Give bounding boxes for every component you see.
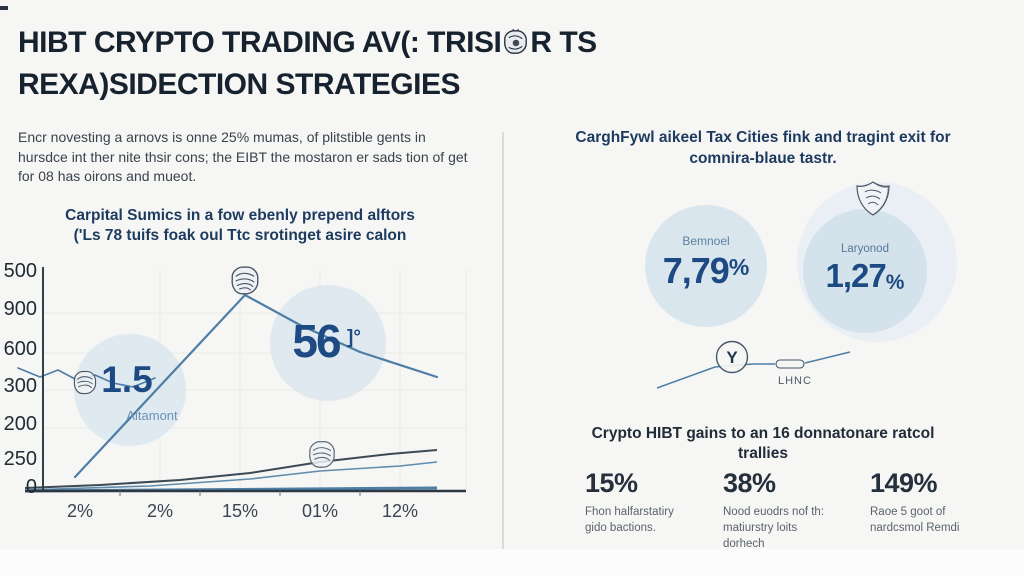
stats-section-heading: Crypto HIBT gains to an 16 donnatonare r… — [540, 424, 986, 464]
line-chart: 500 900 600 300 200 250 0 2% 2% 15% 01% … — [4, 260, 467, 521]
bubble-altamont — [74, 334, 186, 446]
x-tick-0: 2% — [67, 501, 93, 521]
kpi-value: 1,27% — [826, 257, 905, 295]
diagram-line — [656, 363, 775, 389]
kpi-label: Laryonod — [841, 243, 889, 255]
y-tick-2: 600 — [4, 338, 37, 360]
y-tick-6: 0 — [26, 476, 37, 498]
annotation-value-56: 56 — [292, 315, 340, 367]
stats-heading-line2: trallies — [738, 445, 788, 463]
stat-caption: Fhon halfarstatiry gido bactions. — [585, 504, 717, 536]
y-tick-0: 500 — [4, 260, 37, 282]
stat-caption: Raoe 5 goot of nardcsmol Remdi — [870, 504, 1010, 536]
stat-caption-line: nardcsmol Remdi — [870, 522, 960, 535]
bubble-56 — [270, 285, 386, 401]
y-tick-4: 200 — [4, 413, 37, 435]
bottom-strip — [0, 549, 1024, 576]
vertical-divider — [502, 132, 504, 554]
coin-sketch-icon-peak — [231, 266, 259, 295]
stat-caption-line: gido bactions. — [585, 522, 656, 535]
coin-sketch-icon-bottom — [309, 441, 335, 468]
kpi-number: 1,27 — [825, 257, 887, 294]
shield-sketch-icon — [856, 181, 890, 216]
x-tick-2: 15% — [222, 501, 258, 521]
stat-caption-line: Fhon halfarstatiry — [585, 506, 674, 518]
stat-caption-line: Nood euodrs nof th: — [723, 506, 825, 518]
right-section-heading: CarghFywl aikeel Tax Cities fink and tra… — [524, 128, 1002, 170]
y-tick-5: 250 — [4, 448, 37, 470]
kpi-unit: % — [728, 254, 750, 280]
stat-block-149: 149% Raoe 5 goot of nardcsmol Remdi — [870, 468, 1010, 536]
x-tick-4: 12% — [382, 501, 418, 521]
y-tick-1: 900 — [4, 298, 37, 320]
series-rising-dark-line — [24, 449, 438, 489]
title-line1-post: R TS — [530, 26, 597, 59]
right-heading-line2: comnira-blaue tastr. — [689, 149, 837, 167]
series-mountain-line — [73, 293, 439, 479]
annotation-value-altamont: 1.5 — [101, 359, 152, 400]
stat-value: 149% — [870, 468, 938, 498]
diagram-node-letter: Y — [726, 348, 738, 367]
stat-caption-line: dorhech — [723, 538, 765, 551]
stat-caption-line: Raoe 5 goot of — [870, 506, 946, 518]
node-line-diagram: Y LHNC — [656, 340, 851, 389]
stat-value: 38% — [723, 468, 776, 498]
y-tick-3: 300 — [4, 375, 37, 397]
diagram-node-circle — [715, 340, 749, 374]
stat-caption: Nood euodrs nof th: matiurstry loits dor… — [723, 504, 861, 552]
page-title: HIBT CRYPTO TRADING AV(: TRISI R TS REXA)… — [18, 24, 678, 104]
kpi-label: Bemnoel — [682, 234, 730, 248]
corner-mark — [0, 6, 8, 10]
diagram-label: LHNC — [778, 375, 812, 387]
coin-sketch-icon — [502, 28, 529, 66]
chart-title-line2: ('Ls 78 tuifs foak oul Ttc srotinget asi… — [73, 227, 407, 245]
title-line2: REXA)SIDECTION STRATEGIES — [18, 68, 460, 101]
intro-paragraph: Encr novesting a arnovs is onne 25% muma… — [18, 129, 468, 185]
title-line1-pre: HIBT CRYPTO TRADING AV(: TRISI — [18, 26, 502, 59]
chart-title: Carpital Sumics in a fow ebenly prepend … — [28, 206, 452, 247]
kpi-number: 7,79 — [662, 250, 730, 291]
x-tick-1: 2% — [147, 501, 173, 521]
chart-title-line1: Carpital Sumics in a fow ebenly prepend … — [65, 207, 415, 224]
kpi-value: 7,79% — [663, 250, 750, 292]
kpi-circle-bemnoel: Bemnoel 7,79% — [645, 205, 767, 327]
stat-block-38: 38% Nood euodrs nof th: matiurstry loits… — [723, 468, 861, 552]
stats-heading-line1: Crypto HIBT gains to an 16 donnatonare r… — [591, 425, 935, 442]
kpi-circle-laryonod: Laryonod 1,27% — [803, 209, 927, 333]
x-axis-ticks — [119, 491, 361, 496]
coin-sketch-icon-left — [73, 370, 97, 395]
diagram-line-right — [804, 351, 851, 364]
x-tick-3: 01% — [302, 501, 338, 521]
diagram-pill — [775, 359, 805, 369]
right-heading-line1: CarghFywl aikeel Tax Cities fink and tra… — [575, 129, 951, 146]
annotation-label-altamont: Altamont — [126, 408, 178, 423]
stat-block-15: 15% Fhon halfarstatiry gido bactions. — [585, 468, 717, 536]
stat-caption-line: matiurstry loits — [723, 522, 798, 535]
kpi-unit: % — [885, 271, 905, 294]
stat-value: 15% — [585, 468, 638, 498]
series-rising-blue-line — [24, 461, 438, 491]
annotation-suffix-56: ]° — [347, 327, 361, 348]
